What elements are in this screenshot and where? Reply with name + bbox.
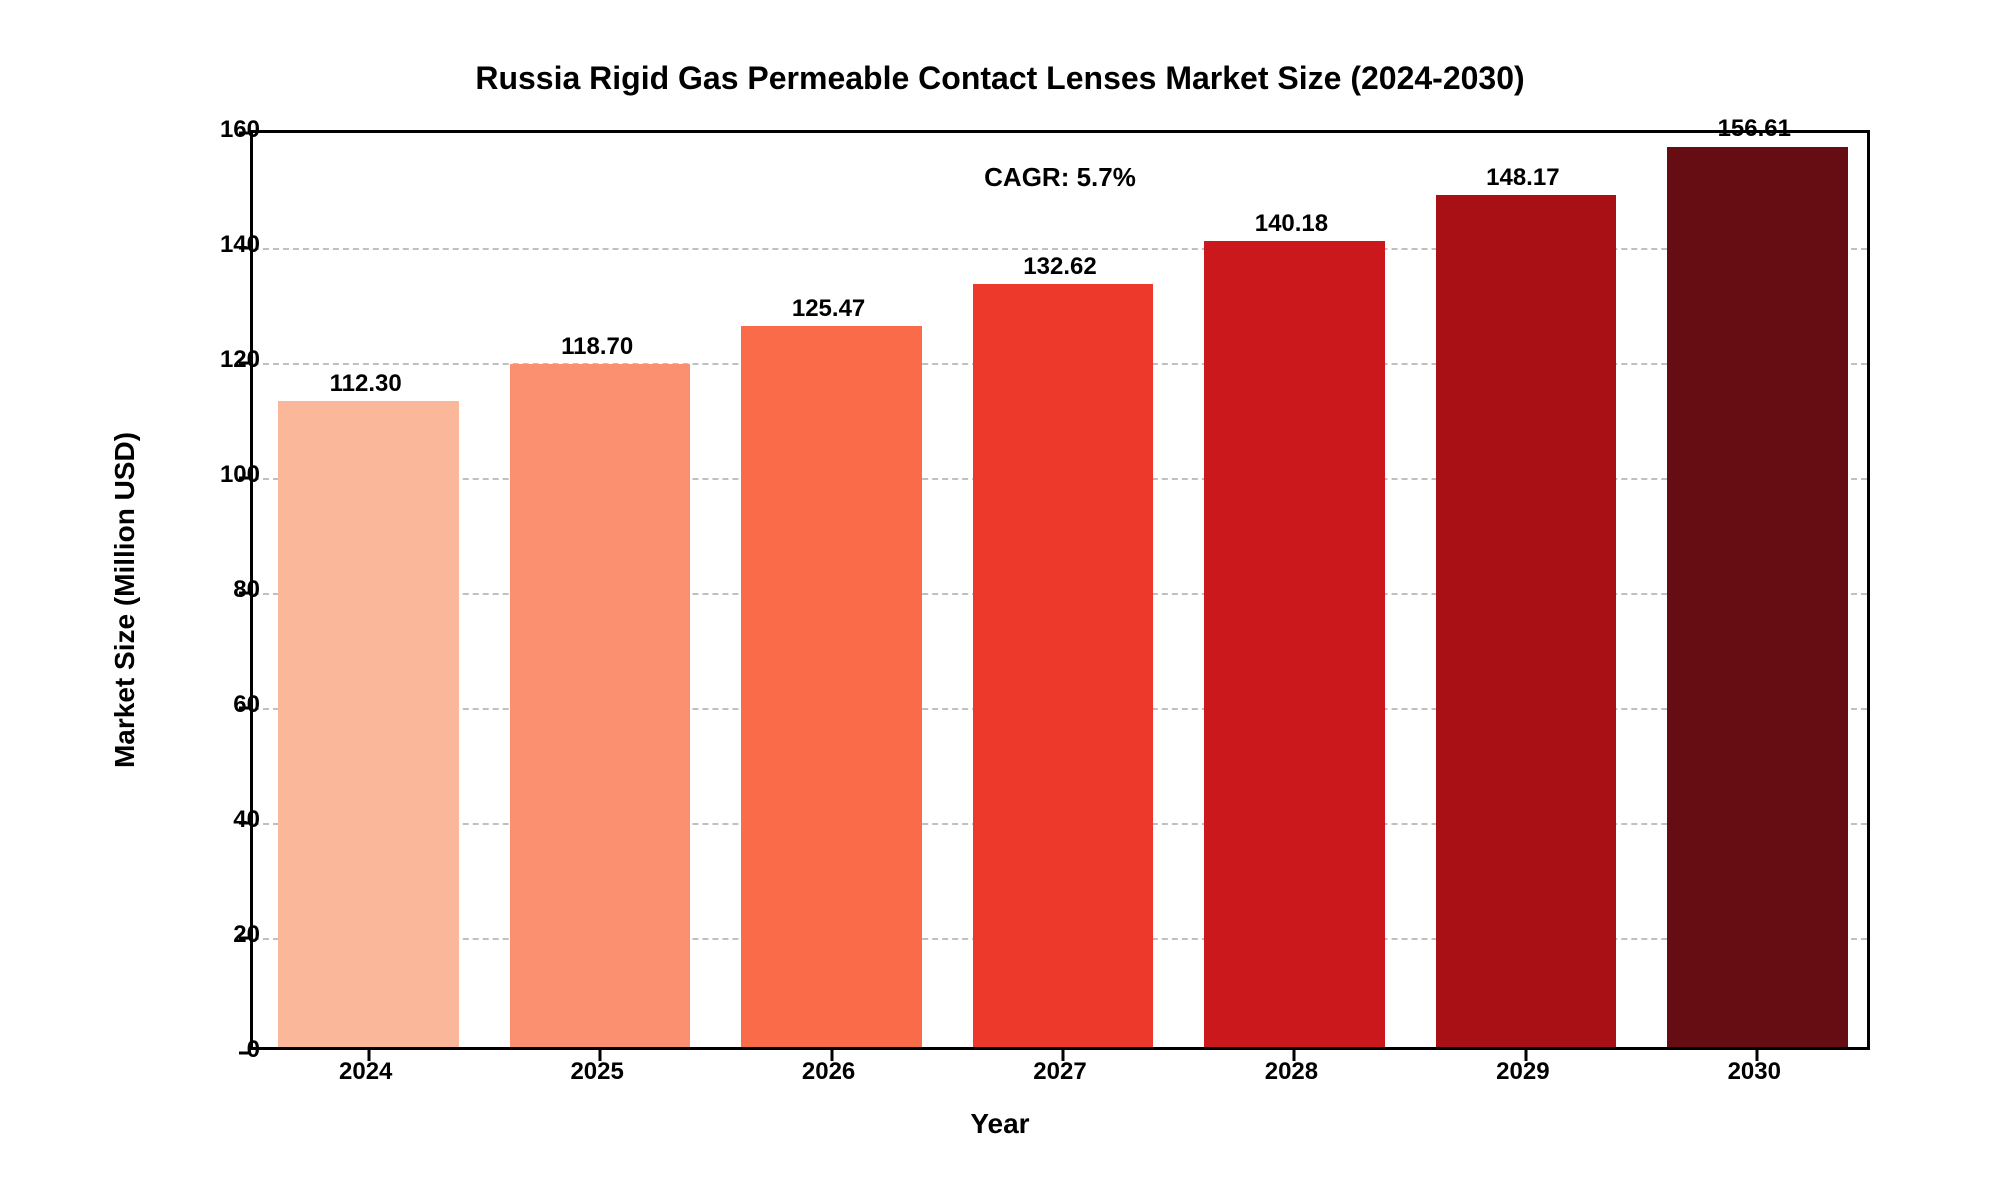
y-tick-label: 100 bbox=[220, 461, 260, 489]
x-tick-label: 2024 bbox=[339, 1058, 392, 1086]
bar-value-label: 118.70 bbox=[561, 333, 633, 361]
bar-value-label: 140.18 bbox=[1255, 210, 1328, 238]
y-tick-label: 140 bbox=[220, 231, 260, 259]
x-axis-label: Year bbox=[90, 1108, 1910, 1140]
cagr-annotation: CAGR: 5.7% bbox=[984, 162, 1136, 193]
x-tick-label: 2026 bbox=[802, 1058, 855, 1086]
chart-container: Russia Rigid Gas Permeable Contact Lense… bbox=[90, 60, 1910, 1140]
bar-value-label: 148.17 bbox=[1486, 164, 1559, 192]
y-tick-label: 20 bbox=[233, 921, 260, 949]
x-tick-label: 2025 bbox=[570, 1058, 623, 1086]
bar bbox=[1436, 195, 1617, 1047]
bar-value-label: 112.30 bbox=[330, 370, 402, 398]
y-tick-label: 160 bbox=[220, 116, 260, 144]
bar bbox=[741, 326, 922, 1047]
x-tick-label: 2028 bbox=[1265, 1058, 1318, 1086]
x-tick-label: 2030 bbox=[1728, 1058, 1781, 1086]
x-tick-label: 2029 bbox=[1496, 1058, 1549, 1086]
y-tick-label: 60 bbox=[233, 691, 260, 719]
y-tick-label: 0 bbox=[247, 1036, 260, 1064]
y-tick-label: 120 bbox=[220, 346, 260, 374]
y-tick-label: 40 bbox=[233, 806, 260, 834]
chart-title: Russia Rigid Gas Permeable Contact Lense… bbox=[90, 60, 1910, 97]
bar-value-label: 125.47 bbox=[792, 295, 865, 323]
bar bbox=[1667, 147, 1848, 1048]
bar bbox=[278, 401, 459, 1047]
bar-value-label: 132.62 bbox=[1023, 253, 1096, 281]
bar-value-label: 156.61 bbox=[1718, 115, 1791, 143]
y-axis-label: Market Size (Million USD) bbox=[109, 432, 141, 768]
bar bbox=[973, 284, 1154, 1047]
x-tick-label: 2027 bbox=[1033, 1058, 1086, 1086]
bar bbox=[510, 364, 691, 1047]
bar bbox=[1204, 241, 1385, 1047]
y-tick-label: 80 bbox=[233, 576, 260, 604]
grid-line bbox=[253, 248, 1867, 250]
